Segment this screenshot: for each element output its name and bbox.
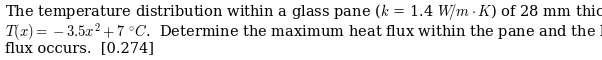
Text: flux occurs.  [0.274]: flux occurs. [0.274]: [5, 41, 154, 55]
Text: The temperature distribution within a glass pane ($k$ = 1.4 $W\!/m \cdot K$) of : The temperature distribution within a gl…: [5, 2, 602, 22]
Text: $T(x) = -3.5x^2 + 7\ ^{\circ}C$.  Determine the maximum heat flux within the pan: $T(x) = -3.5x^2 + 7\ ^{\circ}C$. Determi…: [5, 22, 602, 44]
